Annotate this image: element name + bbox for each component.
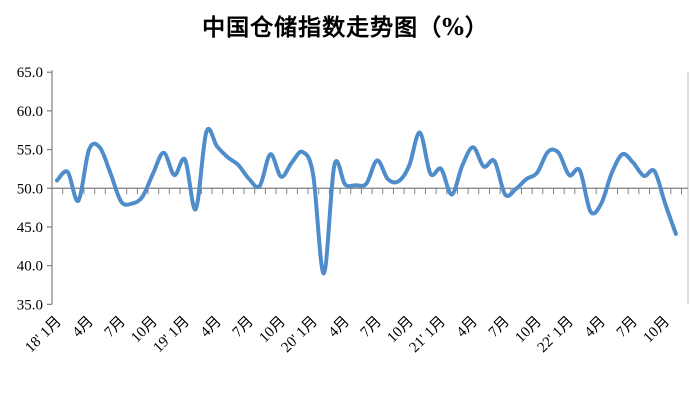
- warehousing-index-series-line: [55, 127, 678, 276]
- x-axis-tick-label: 22' 1月: [535, 314, 577, 356]
- y-axis-tick-label: 35.0: [17, 297, 43, 313]
- x-axis-tick-label: 4月: [326, 314, 353, 341]
- y-axis-tick-label: 60.0: [17, 104, 43, 120]
- x-axis-tick-label: 18' 1月: [22, 314, 64, 356]
- x-axis-tick-label: 19' 1月: [150, 314, 192, 356]
- y-axis-tick-label: 45.0: [17, 220, 43, 236]
- y-axis-tick-label: 50.0: [17, 181, 43, 197]
- x-axis-tick-label: 4月: [454, 314, 481, 341]
- x-axis-tick-label: 4月: [198, 314, 225, 341]
- x-axis-tick-label: 7月: [614, 314, 641, 341]
- x-axis-tick-label: 7月: [230, 314, 257, 341]
- y-axis-tick-label: 65.0: [17, 65, 43, 81]
- x-axis-tick-label: 4月: [582, 314, 609, 341]
- y-axis-tick-label: 40.0: [17, 259, 43, 275]
- chart-title: 中国仓储指数走势图（%）: [202, 14, 489, 41]
- x-axis-tick-label: 21' 1月: [407, 314, 449, 356]
- x-axis-tick-label: 7月: [358, 314, 385, 341]
- x-axis-tick-label: 20' 1月: [279, 314, 321, 356]
- x-axis-tick-label: 7月: [486, 314, 513, 341]
- y-axis-tick-label: 55.0: [17, 143, 43, 159]
- x-axis-tick-label: 7月: [102, 314, 129, 341]
- x-axis-tick-label: 4月: [70, 314, 97, 341]
- x-axis-tick-label: 10月: [640, 314, 673, 347]
